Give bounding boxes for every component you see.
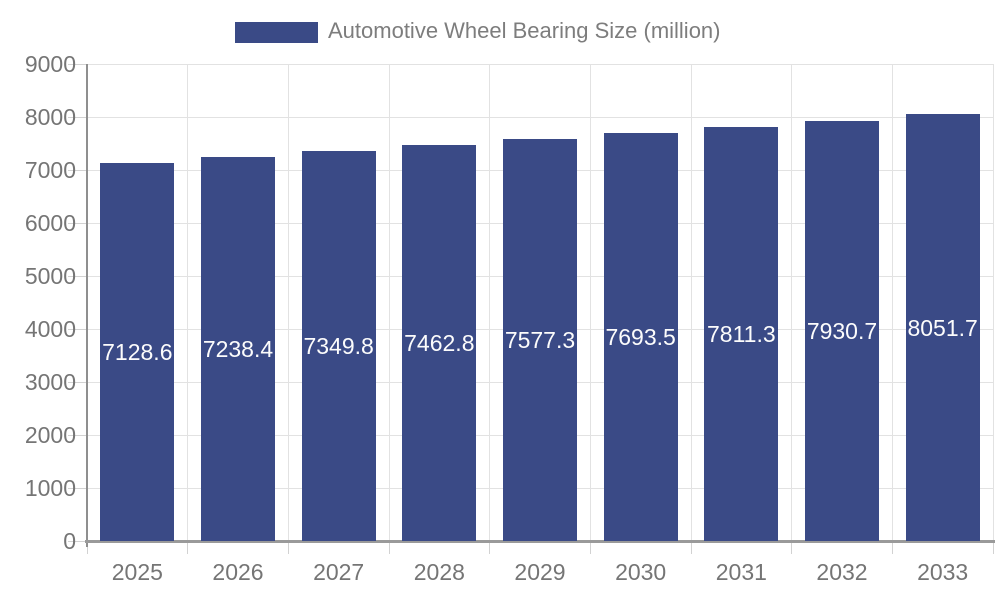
bar-value-label: 7693.5	[605, 324, 676, 351]
x-axis-tick-label: 2033	[917, 559, 969, 585]
x-axis-tick-label: 2031	[715, 559, 767, 585]
bar-value-label: 7811.3	[707, 321, 776, 347]
bar-value-label: 7577.3	[504, 327, 576, 354]
bar-value-label: 7128.6	[102, 339, 173, 366]
y-axis-tick-label: 0	[63, 528, 76, 554]
x-axis-tick	[791, 541, 793, 554]
y-axis-tick-label: 9000	[24, 51, 76, 77]
x-axis-tick	[287, 541, 289, 554]
gridline-vertical	[287, 64, 289, 541]
bar-value-label: 7238.4	[202, 336, 274, 363]
y-axis-tick	[68, 328, 87, 330]
x-axis-tick-label: 2032	[816, 559, 868, 585]
y-axis-line	[86, 64, 88, 547]
bar[interactable]	[201, 157, 275, 541]
x-axis-line	[85, 540, 995, 543]
y-axis-tick	[68, 540, 87, 542]
y-axis-tick	[68, 487, 87, 489]
y-axis-tick-label: 3000	[24, 369, 76, 395]
x-axis-tick	[589, 541, 591, 554]
gridline-vertical	[791, 64, 793, 541]
bar[interactable]	[402, 145, 477, 541]
x-axis-tick	[388, 541, 390, 554]
x-axis-tick	[690, 541, 692, 554]
y-axis-tick-label: 6000	[24, 210, 76, 236]
y-axis-tick	[68, 116, 87, 118]
bar-value-label: 7349.8	[303, 333, 374, 360]
y-axis-tick	[68, 381, 87, 383]
gridline-vertical	[187, 64, 189, 541]
x-axis-tick-label: 2030	[615, 559, 667, 585]
legend-item[interactable]: Automotive Wheel Bearing Size (million)	[235, 17, 721, 45]
x-axis-tick	[992, 541, 994, 554]
bar[interactable]	[603, 133, 678, 541]
x-axis-tick-label: 2027	[313, 559, 365, 585]
bar[interactable]	[503, 139, 577, 541]
x-axis-tick-label: 2028	[413, 559, 465, 585]
bar-value-label: 8051.7	[907, 314, 978, 341]
gridline-horizontal	[87, 116, 993, 118]
gridline-vertical	[891, 64, 893, 541]
bar[interactable]	[301, 151, 376, 541]
bar[interactable]	[805, 120, 879, 541]
bar-value-label: 7930.7	[806, 317, 878, 344]
x-axis-tick-label: 2025	[111, 559, 163, 585]
y-axis-tick	[68, 275, 87, 277]
y-axis-tick-label: 7000	[24, 157, 76, 183]
bar[interactable]	[100, 163, 175, 541]
gridline-vertical	[388, 64, 390, 541]
legend-label: Automotive Wheel Bearing Size (million)	[328, 18, 721, 43]
bar[interactable]	[905, 114, 980, 541]
gridline-vertical	[690, 64, 692, 541]
y-axis-tick-label: 1000	[24, 475, 76, 501]
x-axis-tick	[489, 541, 491, 554]
y-axis-tick	[68, 63, 87, 65]
gridline-vertical	[992, 64, 994, 541]
x-axis-tick	[187, 541, 189, 554]
y-axis-tick-label: 2000	[24, 422, 76, 448]
y-axis-tick-label: 4000	[24, 316, 76, 342]
x-axis-tick-label: 2029	[514, 559, 566, 585]
x-axis-tick	[86, 541, 88, 554]
y-axis-tick-label: 8000	[24, 104, 76, 130]
bar[interactable]	[704, 127, 779, 541]
gridline-horizontal	[87, 63, 993, 65]
bar-value-label: 7462.8	[404, 330, 475, 357]
gridline-vertical	[589, 64, 591, 541]
y-axis-tick	[68, 169, 87, 171]
x-axis-tick-label: 2026	[212, 559, 264, 585]
x-axis-tick	[891, 541, 893, 554]
y-axis-tick-label: 5000	[24, 263, 76, 289]
gridline-vertical	[489, 64, 491, 541]
y-axis-tick	[68, 434, 87, 436]
legend-swatch	[235, 21, 318, 43]
y-axis-tick	[68, 222, 87, 224]
